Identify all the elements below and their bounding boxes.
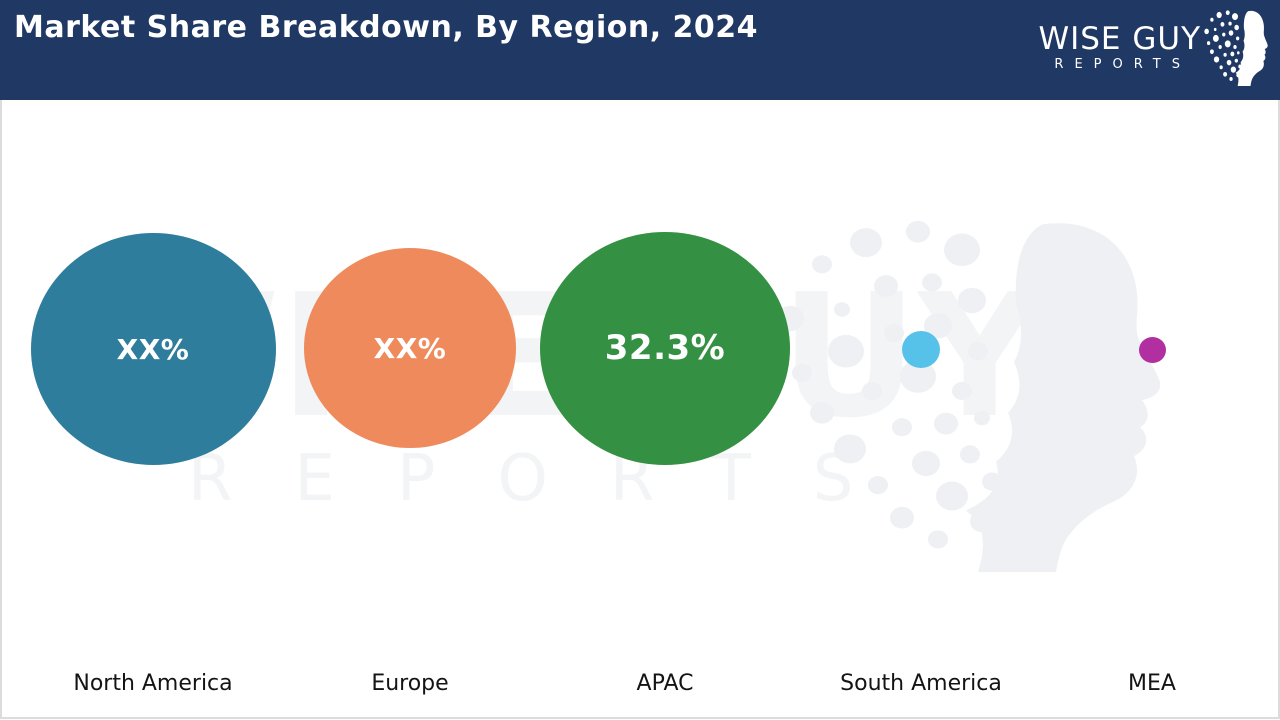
region-label-north-america: North America <box>73 671 233 696</box>
page-title: Market Share Breakdown, By Region, 2024 <box>14 10 759 45</box>
bubble-mea <box>1138 337 1166 363</box>
logo-text: WISE GUY REPORTS <box>1038 22 1201 72</box>
watermark-head-profile-icon <box>776 220 1161 572</box>
bubble-south-america <box>902 330 940 368</box>
bubble-europe: XX% <box>304 248 516 448</box>
logo-subtitle: REPORTS <box>1054 57 1192 72</box>
bubble-value-label: 32.3% <box>604 328 726 368</box>
dotted-head-profile-icon <box>1204 10 1268 86</box>
logo-wordmark: WISE GUY <box>1038 21 1201 57</box>
region-label-europe: Europe <box>371 671 449 696</box>
bubble-value-label: XX% <box>116 332 190 366</box>
header-bar: Market Share Breakdown, By Region, 2024 … <box>0 0 1280 100</box>
wise-guy-reports-logo: WISE GUY REPORTS <box>1038 8 1268 86</box>
region-label-south-america: South America <box>840 671 1002 696</box>
bubble-north-america: XX% <box>30 233 276 465</box>
region-label-mea: MEA <box>1128 671 1176 696</box>
watermark-subtitle: REPORTS <box>188 442 916 516</box>
bubble-value-label: XX% <box>373 331 447 365</box>
bubble-apac: 32.3% <box>540 231 790 465</box>
region-label-apac: APAC <box>636 671 694 696</box>
